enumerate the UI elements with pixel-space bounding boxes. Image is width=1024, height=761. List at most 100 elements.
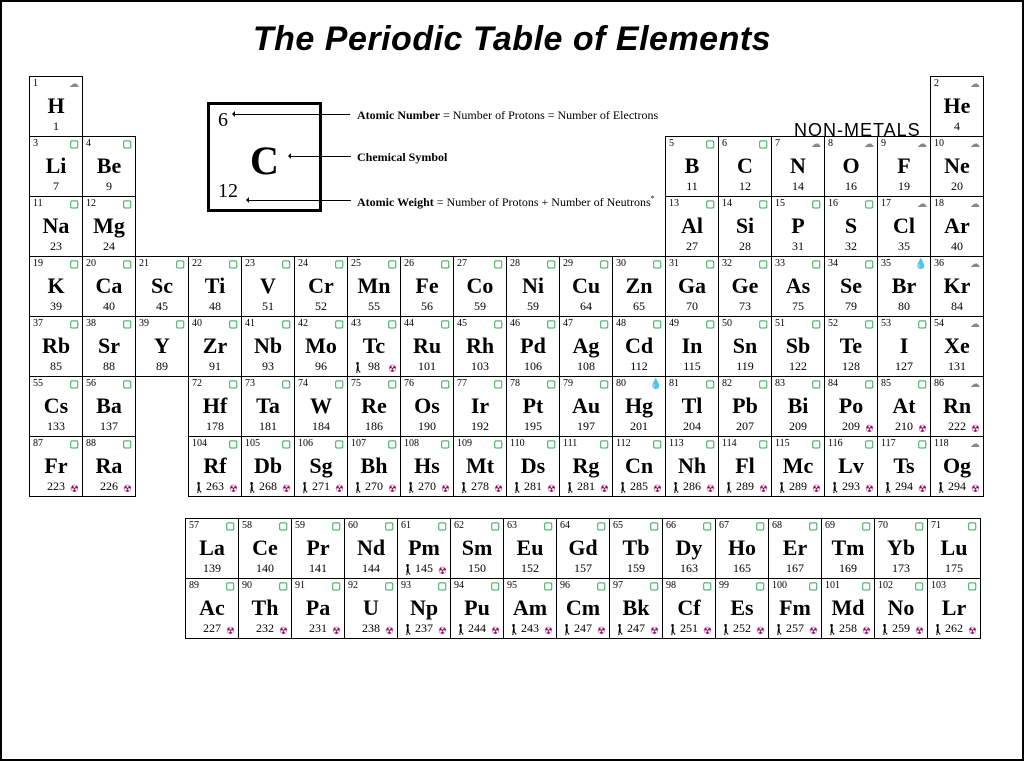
atomic-number: 29 [563, 258, 573, 269]
element-Hg: 80Hg201 [612, 376, 666, 437]
radioactive-icon [544, 626, 553, 637]
element-symbol: Kr [931, 273, 983, 299]
atomic-number: 110 [510, 438, 525, 449]
state-icon [438, 521, 447, 532]
atomic-weight: 9 [83, 179, 135, 194]
radioactive-icon [123, 484, 132, 495]
element-Sc: 21Sc45 [135, 256, 189, 317]
element-Rg: 111Rg281 [559, 436, 613, 497]
element-Ra: 88Ra226 [82, 436, 136, 497]
state-icon [865, 319, 874, 330]
atomic-number: 24 [298, 258, 308, 269]
element-Ti: 22Ti48 [188, 256, 242, 317]
element-Br: 35Br80 [877, 256, 931, 317]
atomic-number: 84 [828, 378, 838, 389]
state-icon [759, 319, 768, 330]
state-icon [600, 379, 609, 390]
synthetic-icon [458, 483, 470, 494]
element-symbol: V [242, 273, 294, 299]
atomic-weight: 141 [292, 561, 344, 576]
element-symbol: Dy [663, 535, 715, 561]
radioactive-icon [865, 484, 874, 495]
state-icon [226, 581, 235, 592]
state-icon [491, 521, 500, 532]
element-symbol: Pd [507, 333, 559, 359]
state-icon [812, 319, 821, 330]
element-Md: 101Md258 [821, 578, 875, 639]
synthetic-icon [402, 625, 414, 636]
element-symbol: Gd [557, 535, 609, 561]
radioactive-icon [335, 484, 344, 495]
state-icon [441, 259, 450, 270]
atomic-number: 51 [775, 318, 785, 329]
atomic-weight: 197 [560, 419, 612, 434]
atomic-number: 28 [510, 258, 520, 269]
atomic-weight: 159 [610, 561, 662, 576]
radioactive-icon [915, 626, 924, 637]
state-icon [865, 259, 874, 270]
element-symbol: Cm [557, 595, 609, 621]
state-icon [494, 379, 503, 390]
atomic-weight: 45 [136, 299, 188, 314]
state-icon [759, 139, 768, 150]
atomic-number: 82 [722, 378, 732, 389]
atomic-number: 56 [86, 378, 96, 389]
element-symbol: Zr [189, 333, 241, 359]
element-symbol: Si [719, 213, 771, 239]
element-Pm: 61Pm145 [397, 518, 451, 579]
state-icon [494, 439, 503, 450]
atomic-number: 95 [507, 580, 517, 591]
element-symbol: Fe [401, 273, 453, 299]
state-icon [915, 259, 927, 270]
atomic-number: 97 [613, 580, 623, 591]
state-icon [653, 439, 662, 450]
synthetic-icon [405, 483, 417, 494]
state-icon [917, 139, 927, 150]
atomic-weight: 119 [719, 359, 771, 374]
element-As: 33As75 [771, 256, 825, 317]
state-icon [918, 319, 927, 330]
radioactive-icon [229, 484, 238, 495]
atomic-weight: 184 [295, 419, 347, 434]
element-Al: 13Al27 [665, 196, 719, 257]
atomic-number: 79 [563, 378, 573, 389]
state-icon [809, 521, 818, 532]
atomic-weight: 165 [716, 561, 768, 576]
element-symbol: Nb [242, 333, 294, 359]
radioactive-icon [597, 626, 606, 637]
element-Sr: 38Sr88 [82, 316, 136, 377]
atomic-number: 65 [613, 520, 623, 531]
atomic-number: 106 [298, 438, 313, 449]
atomic-number: 26 [404, 258, 414, 269]
state-icon [970, 79, 980, 90]
element-symbol: Am [504, 595, 556, 621]
element-K: 19K39 [29, 256, 83, 317]
atomic-number: 14 [722, 198, 732, 209]
element-symbol: Mc [772, 453, 824, 479]
atomic-weight: 28 [719, 239, 771, 254]
element-symbol: F [878, 153, 930, 179]
atomic-number: 102 [878, 580, 893, 591]
atomic-weight: 163 [663, 561, 715, 576]
state-icon [388, 259, 397, 270]
element-P: 15P31 [771, 196, 825, 257]
atomic-weight: 79 [825, 299, 877, 314]
element-symbol: W [295, 393, 347, 419]
state-icon [809, 581, 818, 592]
element-Mo: 42Mo96 [294, 316, 348, 377]
element-symbol: Cs [30, 393, 82, 419]
atomic-weight: 20 [931, 179, 983, 194]
element-Ca: 20Ca40 [82, 256, 136, 317]
atomic-number: 71 [931, 520, 941, 531]
atomic-weight: 175 [928, 561, 980, 576]
state-icon [388, 439, 397, 450]
element-Ce: 58Ce140 [238, 518, 292, 579]
synthetic-icon [617, 483, 629, 494]
radioactive-icon [968, 626, 977, 637]
atomic-weight: 144 [345, 561, 397, 576]
state-icon [759, 199, 768, 210]
state-icon [279, 521, 288, 532]
actinide-row: 89Ac22790Th23291Pa23192U23893Np23794Pu24… [186, 579, 1002, 639]
radioactive-icon [388, 484, 397, 495]
atomic-number: 85 [881, 378, 891, 389]
